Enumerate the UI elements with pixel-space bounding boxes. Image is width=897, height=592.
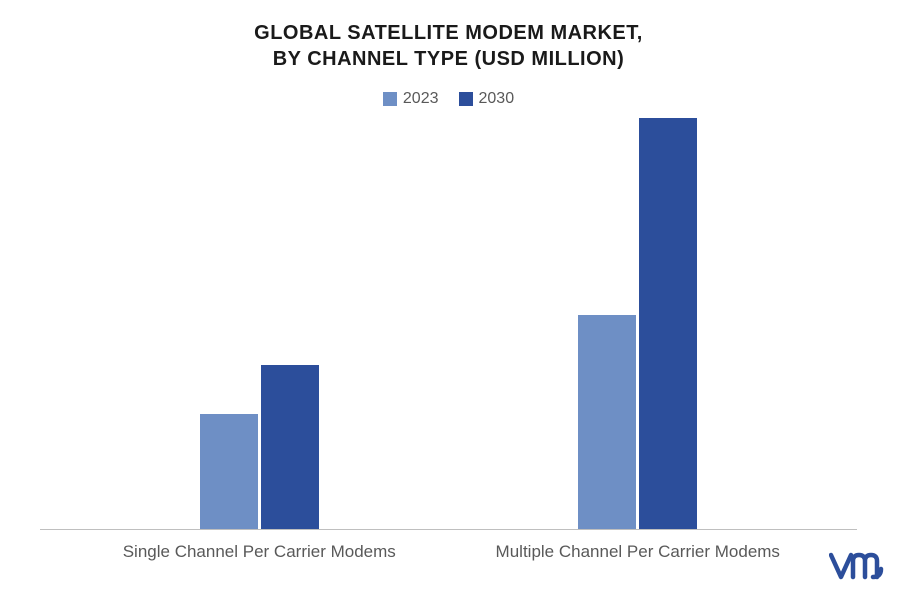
x-label-multiple-channel: Multiple Channel Per Carrier Modems bbox=[449, 542, 828, 562]
bar-group-multiple-channel bbox=[578, 118, 697, 529]
legend-label-2023: 2023 bbox=[403, 90, 439, 108]
bar-single-2030 bbox=[261, 365, 319, 529]
x-axis: Single Channel Per Carrier Modems Multip… bbox=[40, 530, 857, 562]
watermark-logo bbox=[829, 551, 885, 586]
legend-swatch-2030 bbox=[459, 92, 473, 106]
bar-single-2023 bbox=[200, 414, 258, 529]
legend-item-2030: 2030 bbox=[459, 90, 515, 108]
chart-title-line1: GLOBAL SATELLITE MODEM MARKET, bbox=[254, 22, 643, 44]
bar-multiple-2023 bbox=[578, 315, 636, 529]
x-label-single-channel: Single Channel Per Carrier Modems bbox=[70, 542, 449, 562]
chart-title-line2: BY CHANNEL TYPE (USD MILLION) bbox=[273, 48, 625, 70]
bar-multiple-2030 bbox=[639, 118, 697, 529]
chart-title: GLOBAL SATELLITE MODEM MARKET, BY CHANNE… bbox=[40, 20, 857, 72]
chart-container: GLOBAL SATELLITE MODEM MARKET, BY CHANNE… bbox=[0, 0, 897, 592]
legend-item-2023: 2023 bbox=[383, 90, 439, 108]
legend: 2023 2030 bbox=[40, 90, 857, 108]
legend-swatch-2023 bbox=[383, 92, 397, 106]
plot-area bbox=[40, 118, 857, 530]
bar-group-single-channel bbox=[200, 118, 319, 529]
legend-label-2030: 2030 bbox=[479, 90, 515, 108]
